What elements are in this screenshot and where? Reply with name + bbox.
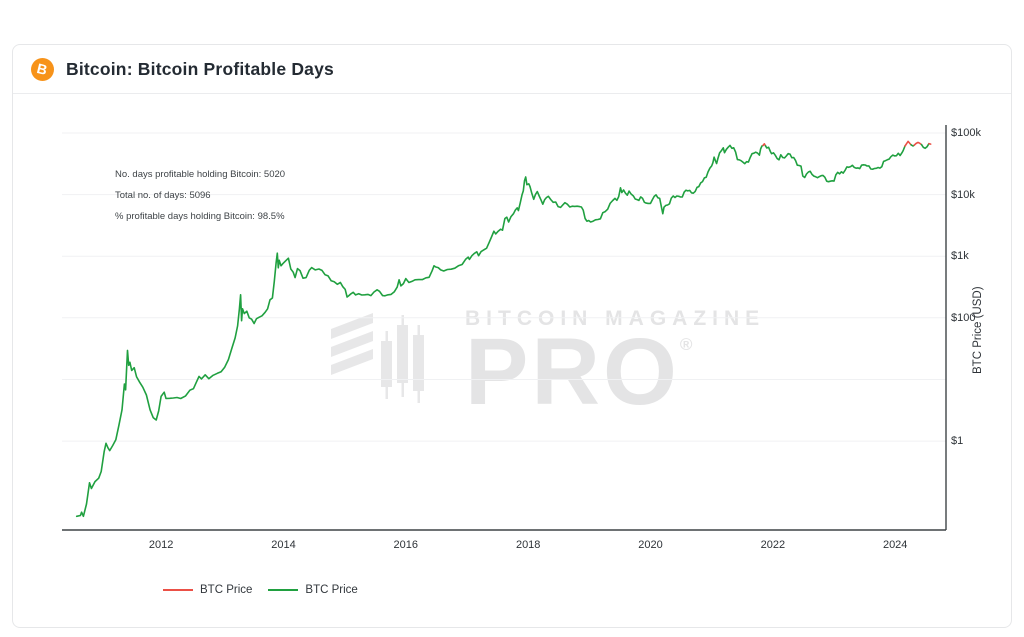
legend-swatch-green: [268, 589, 299, 591]
annotation-profitable-days: No. days profitable holding Bitcoin: 502…: [115, 169, 286, 180]
legend-item-btc-price-unprofitable[interactable]: BTC Price: [163, 584, 252, 596]
x-tick-label: 2024: [882, 539, 908, 551]
registered-trademark-icon: ®: [679, 335, 693, 354]
y-tick-label: $100: [951, 311, 976, 324]
annotation-total-days: Total no. of days: 5096: [115, 190, 211, 201]
watermark: BITCOIN MAGAZINE PRO ®: [331, 307, 766, 425]
legend-item-btc-price-profitable[interactable]: BTC Price: [268, 584, 358, 596]
page-title: Bitcoin: Bitcoin Profitable Days: [66, 58, 334, 79]
watermark-product: PRO: [465, 319, 680, 425]
bitcoin-magazine-pro-logo-icon: [331, 313, 424, 403]
x-tick-label: 2014: [271, 539, 296, 551]
y-tick-label: $10k: [951, 188, 975, 201]
bitcoin-icon: B: [31, 57, 54, 81]
watermark-text: BITCOIN MAGAZINE PRO ®: [465, 307, 766, 425]
y-tick-label: $1k: [951, 250, 969, 263]
watermark-brand: BITCOIN MAGAZINE: [465, 307, 766, 330]
annotation-percent-profitable: % profitable days holding Bitcoin: 98.5%: [115, 211, 285, 222]
x-tick-label: 2020: [638, 539, 663, 551]
legend-label: BTC Price: [200, 584, 253, 596]
btc-price-line-profitable: [920, 142, 930, 150]
btc-price-line-profitable: [75, 144, 764, 518]
chart-card-header: B Bitcoin: Bitcoin Profitable Days: [13, 45, 1011, 94]
y-tick-label: $100k: [951, 127, 981, 139]
y-axis-title: BTC Price (USD): [972, 286, 984, 374]
x-tick-label: 2012: [148, 539, 174, 551]
legend-swatch-red: [163, 589, 193, 591]
btc-price-line-unprofitable: [913, 141, 923, 146]
x-tick-label: 2016: [393, 539, 419, 551]
x-tick-label: 2022: [760, 539, 786, 551]
legend-label: BTC Price: [305, 584, 358, 596]
x-tick-label: 2018: [515, 539, 541, 551]
btc-price-line-profitable: [764, 145, 906, 183]
btc-price-line-unprofitable: [904, 140, 912, 147]
y-tick-label: $1: [951, 435, 964, 448]
chart-legend: BTC Price BTC Price: [163, 584, 358, 596]
